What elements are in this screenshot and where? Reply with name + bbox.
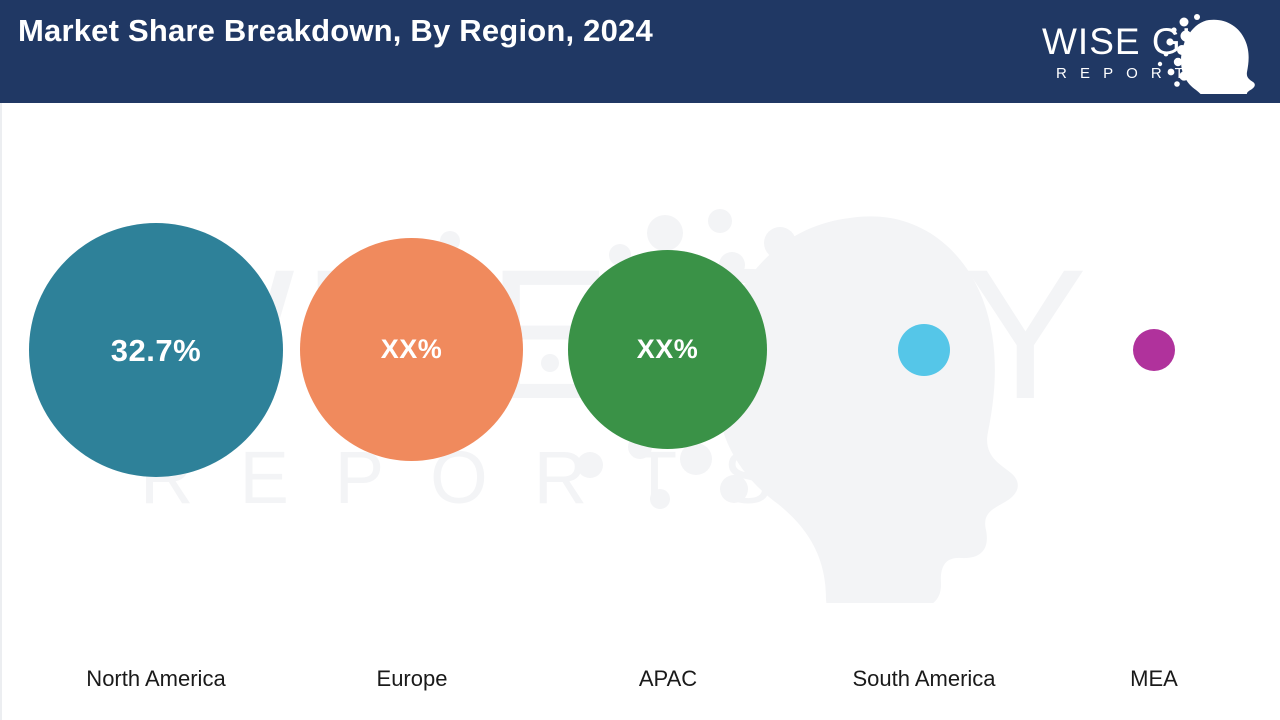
bubble-north-america[interactable]: 32.7%	[29, 223, 283, 477]
bubble-europe[interactable]: XX%	[300, 238, 523, 461]
bubble-mea[interactable]	[1133, 329, 1175, 371]
page-title: Market Share Breakdown, By Region, 2024	[18, 13, 653, 48]
category-label-europe: Europe	[376, 666, 448, 691]
chart-plot-area: WISE GUY REPORTS	[0, 103, 1280, 720]
category-label-north-america: North America	[86, 666, 226, 691]
category-label-mea: MEA	[1130, 666, 1178, 691]
bubble-series: 32.7% XX% XX%	[2, 103, 1280, 720]
bubble-south-america[interactable]	[898, 324, 950, 376]
category-label-apac: APAC	[638, 666, 698, 691]
bubble-value-apac: XX%	[636, 334, 699, 364]
category-label-south-america: South America	[852, 666, 996, 691]
bubble-value-north-america: 32.7%	[110, 332, 202, 368]
category-axis-labels: North America Europe APAC South America …	[2, 668, 1280, 718]
wise-guy-reports-logo: WISE GUY R E P O R T S	[1034, 8, 1264, 94]
chart-header-bar: Market Share Breakdown, By Region, 2024 …	[0, 0, 1280, 103]
bubble-apac[interactable]: XX%	[568, 250, 767, 449]
logo-head-silhouette	[1181, 19, 1255, 94]
logo-dot-cluster	[1157, 14, 1203, 87]
bubble-value-europe: XX%	[380, 334, 443, 364]
